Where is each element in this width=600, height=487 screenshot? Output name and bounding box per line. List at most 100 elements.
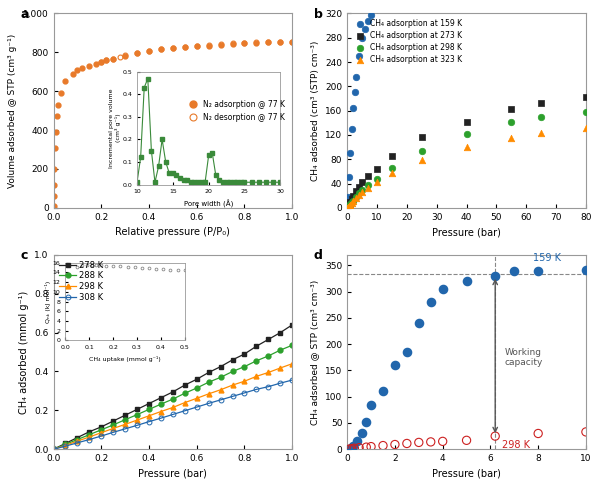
Text: b: b xyxy=(314,8,323,20)
288 K xyxy=(50,446,57,452)
CH₄ adsorption at 323 K xyxy=(363,184,373,192)
CH₄ adsorption at 159 K xyxy=(352,74,361,81)
Point xyxy=(414,319,424,327)
X-axis label: Pressure (bar): Pressure (bar) xyxy=(139,468,208,479)
278 K xyxy=(169,389,176,395)
308 K xyxy=(122,426,129,432)
288 K xyxy=(62,442,69,448)
Point xyxy=(402,348,412,356)
Point xyxy=(438,437,448,445)
CH₄ adsorption at 298 K xyxy=(363,182,373,189)
CH₄ adsorption at 159 K xyxy=(344,173,354,181)
308 K xyxy=(217,397,224,403)
CH₄ adsorption at 323 K xyxy=(346,201,355,209)
278 K xyxy=(145,401,152,407)
288 K xyxy=(145,407,152,412)
Text: 298 K: 298 K xyxy=(502,440,530,450)
298 K xyxy=(193,395,200,401)
CH₄ adsorption at 159 K xyxy=(343,201,352,209)
Point xyxy=(390,441,400,449)
308 K xyxy=(289,377,296,383)
CH₄ adsorption at 273 K xyxy=(536,99,546,107)
288 K xyxy=(217,375,224,380)
Point xyxy=(462,277,472,285)
278 K xyxy=(122,412,129,418)
CH₄ adsorption at 298 K xyxy=(358,187,367,194)
Point xyxy=(426,298,436,306)
298 K xyxy=(157,409,164,414)
CH₄ adsorption at 298 K xyxy=(346,200,355,208)
288 K xyxy=(277,347,284,353)
CH₄ adsorption at 298 K xyxy=(506,118,516,126)
Line: 298 K: 298 K xyxy=(51,361,295,451)
CH₄ adsorption at 273 K xyxy=(506,106,516,113)
278 K xyxy=(193,376,200,382)
Line: 288 K: 288 K xyxy=(51,343,295,451)
278 K xyxy=(98,424,105,430)
CH₄ adsorption at 273 K xyxy=(349,192,358,200)
278 K xyxy=(205,370,212,375)
CH₄ adsorption at 298 K xyxy=(345,201,355,209)
Point xyxy=(347,445,357,452)
288 K xyxy=(241,364,248,370)
CH₄ adsorption at 273 K xyxy=(355,183,364,190)
Point xyxy=(533,430,543,437)
278 K xyxy=(62,441,69,447)
CH₄ adsorption at 298 K xyxy=(581,108,591,116)
Point xyxy=(390,361,400,369)
278 K xyxy=(74,435,81,441)
CH₄ adsorption at 323 K xyxy=(349,197,358,205)
278 K xyxy=(253,343,260,349)
Point xyxy=(352,437,362,445)
278 K xyxy=(181,382,188,388)
308 K xyxy=(265,384,272,390)
Point xyxy=(378,442,388,450)
CH₄ adsorption at 298 K xyxy=(372,175,382,183)
288 K xyxy=(229,369,236,375)
CH₄ adsorption at 323 K xyxy=(355,191,364,199)
308 K xyxy=(229,393,236,399)
Legend: CH₄ adsorption at 159 K, CH₄ adsorption at 273 K, CH₄ adsorption at 298 K, CH₄ a: CH₄ adsorption at 159 K, CH₄ adsorption … xyxy=(351,17,464,65)
Point xyxy=(361,418,371,426)
288 K xyxy=(205,379,212,385)
308 K xyxy=(205,400,212,406)
Text: a: a xyxy=(20,8,29,20)
308 K xyxy=(253,387,260,393)
288 K xyxy=(122,417,129,423)
Text: c: c xyxy=(20,249,28,262)
CH₄ adsorption at 159 K xyxy=(347,125,356,133)
CH₄ adsorption at 323 K xyxy=(344,203,353,210)
308 K xyxy=(50,446,57,452)
278 K xyxy=(289,322,296,328)
Point xyxy=(581,266,591,274)
288 K xyxy=(265,353,272,359)
Point xyxy=(581,428,591,436)
CH₄ adsorption at 273 K xyxy=(343,203,353,210)
298 K xyxy=(289,361,296,367)
308 K xyxy=(145,419,152,425)
288 K xyxy=(157,401,164,407)
278 K xyxy=(229,357,236,363)
Legend: 278 K, 288 K, 298 K, 308 K: 278 K, 288 K, 298 K, 308 K xyxy=(58,259,104,303)
288 K xyxy=(253,358,260,364)
Text: 159 K: 159 K xyxy=(533,253,562,263)
CH₄ adsorption at 323 K xyxy=(462,143,472,151)
298 K xyxy=(205,391,212,397)
298 K xyxy=(74,438,81,444)
CH₄ adsorption at 323 K xyxy=(387,169,397,177)
CH₄ adsorption at 298 K xyxy=(352,193,361,201)
CH₄ adsorption at 159 K xyxy=(366,11,376,19)
CH₄ adsorption at 298 K xyxy=(349,197,358,205)
298 K xyxy=(122,421,129,427)
CH₄ adsorption at 323 K xyxy=(536,129,546,136)
298 K xyxy=(145,413,152,419)
278 K xyxy=(86,429,93,435)
Text: Working
capacity: Working capacity xyxy=(505,348,543,367)
CH₄ adsorption at 323 K xyxy=(343,204,352,211)
CH₄ adsorption at 273 K xyxy=(363,172,373,180)
CH₄ adsorption at 298 K xyxy=(417,148,427,155)
CH₄ adsorption at 273 K xyxy=(347,195,356,203)
CH₄ adsorption at 273 K xyxy=(345,200,355,207)
Point xyxy=(378,388,388,395)
278 K xyxy=(110,418,117,424)
